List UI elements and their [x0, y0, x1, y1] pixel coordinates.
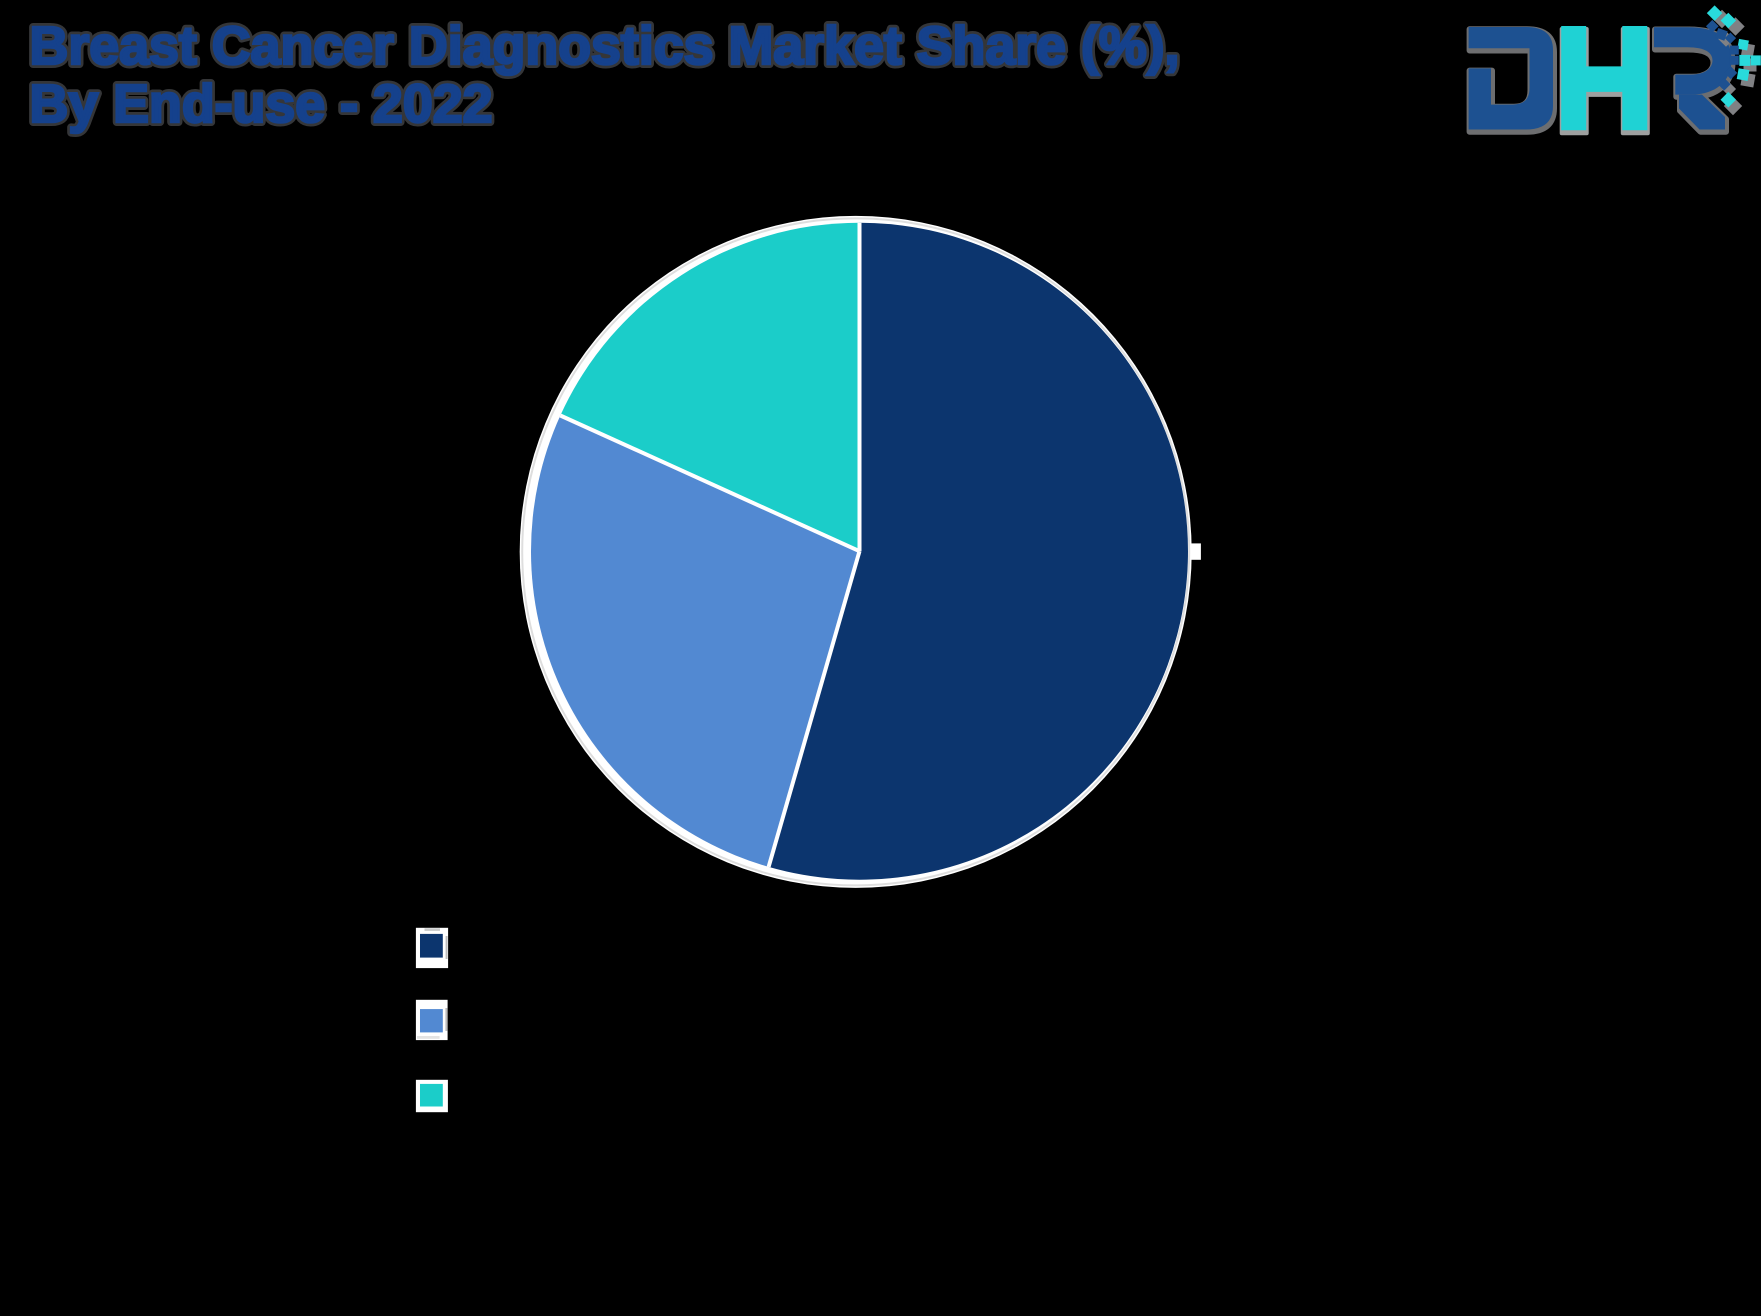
svg-text:By End-use - 2022: By End-use - 2022 [30, 74, 493, 134]
svg-text:Breast Cancer Diagnostics Mark: Breast Cancer Diagnostics Market Share (… [30, 16, 1180, 76]
svg-text:Breast Cancer Diagnostics Mark: Breast Cancer Diagnostics Market Share (… [30, 16, 1180, 76]
svg-text:By End-use - 2022: By End-use - 2022 [30, 74, 493, 134]
